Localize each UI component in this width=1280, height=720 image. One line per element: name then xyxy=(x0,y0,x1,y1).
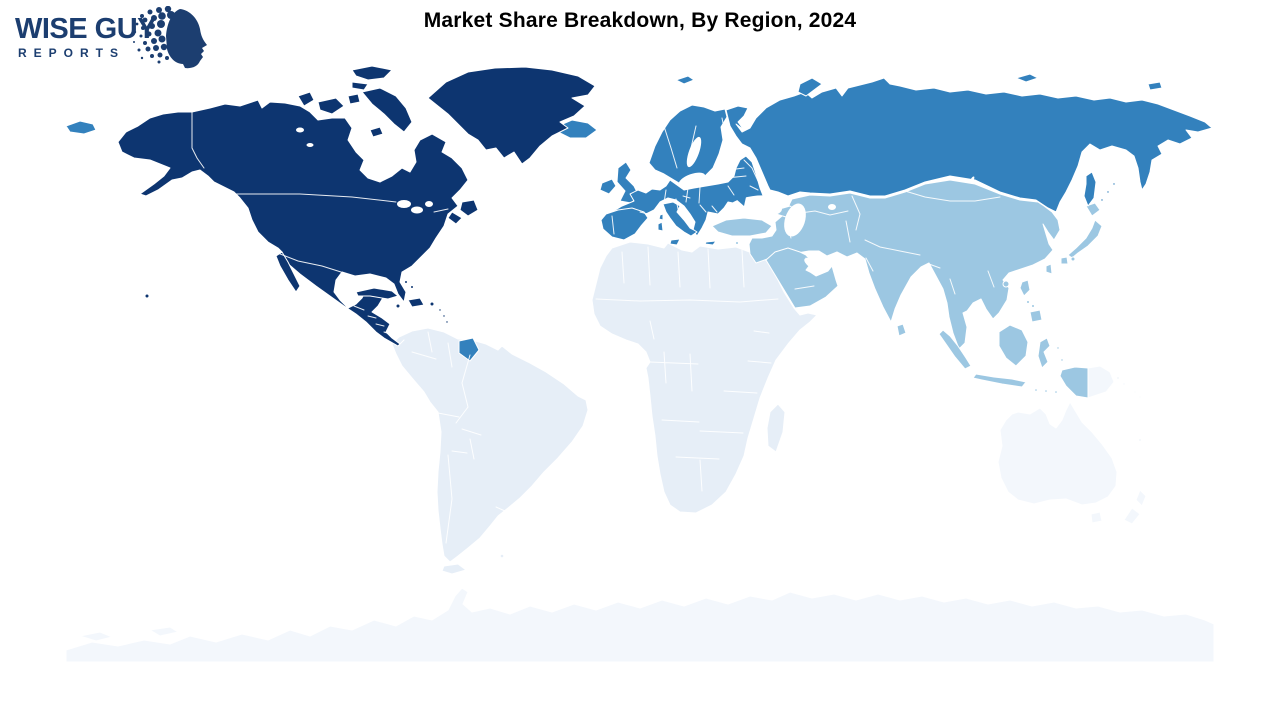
logo-subtext: REPORTS xyxy=(18,46,125,60)
region-africa xyxy=(591,241,818,514)
wiseguy-logo: WISE GUY REPORTS xyxy=(15,6,207,69)
region-asia xyxy=(711,179,1103,399)
logo-head-icon xyxy=(133,6,207,69)
region-south-america xyxy=(391,327,589,575)
logo-wordmark: WISE GUY xyxy=(15,13,156,45)
region-antarctica xyxy=(65,587,1215,663)
chart-title: Market Share Breakdown, By Region, 2024 xyxy=(423,9,857,32)
region-oceania xyxy=(997,365,1147,525)
region-europe-russia xyxy=(65,73,1213,362)
country-borders xyxy=(191,111,1001,544)
crimea-patch xyxy=(736,197,746,206)
region-north-america xyxy=(117,65,596,347)
